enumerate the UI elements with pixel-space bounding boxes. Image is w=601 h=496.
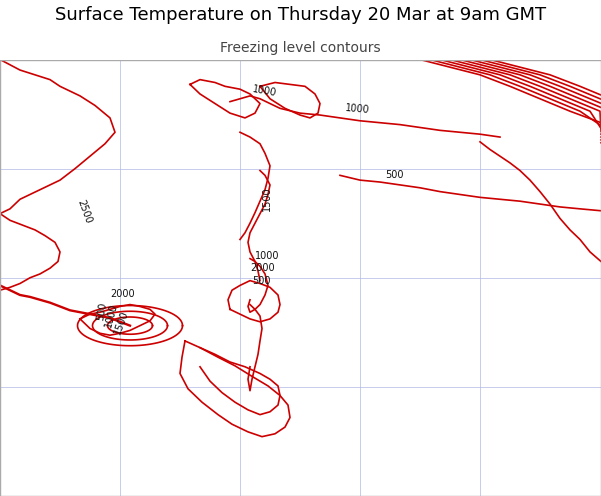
- Text: 1500: 1500: [112, 309, 130, 335]
- Text: 500: 500: [95, 301, 108, 321]
- Text: 1000: 1000: [255, 250, 279, 260]
- Text: 1000: 1000: [252, 84, 278, 98]
- Text: 500: 500: [252, 275, 270, 286]
- Text: Surface Temperature on Thursday 20 Mar at 9am GMT: Surface Temperature on Thursday 20 Mar a…: [55, 6, 546, 24]
- Text: Freezing level contours: Freezing level contours: [220, 41, 381, 55]
- Text: 1500: 1500: [262, 186, 272, 211]
- Text: 2000: 2000: [250, 263, 275, 273]
- Text: 1000: 1000: [103, 303, 119, 328]
- Text: 2500: 2500: [75, 198, 93, 225]
- Text: 500: 500: [385, 170, 403, 180]
- Text: 1000: 1000: [345, 103, 370, 115]
- Text: 2000: 2000: [110, 289, 135, 299]
